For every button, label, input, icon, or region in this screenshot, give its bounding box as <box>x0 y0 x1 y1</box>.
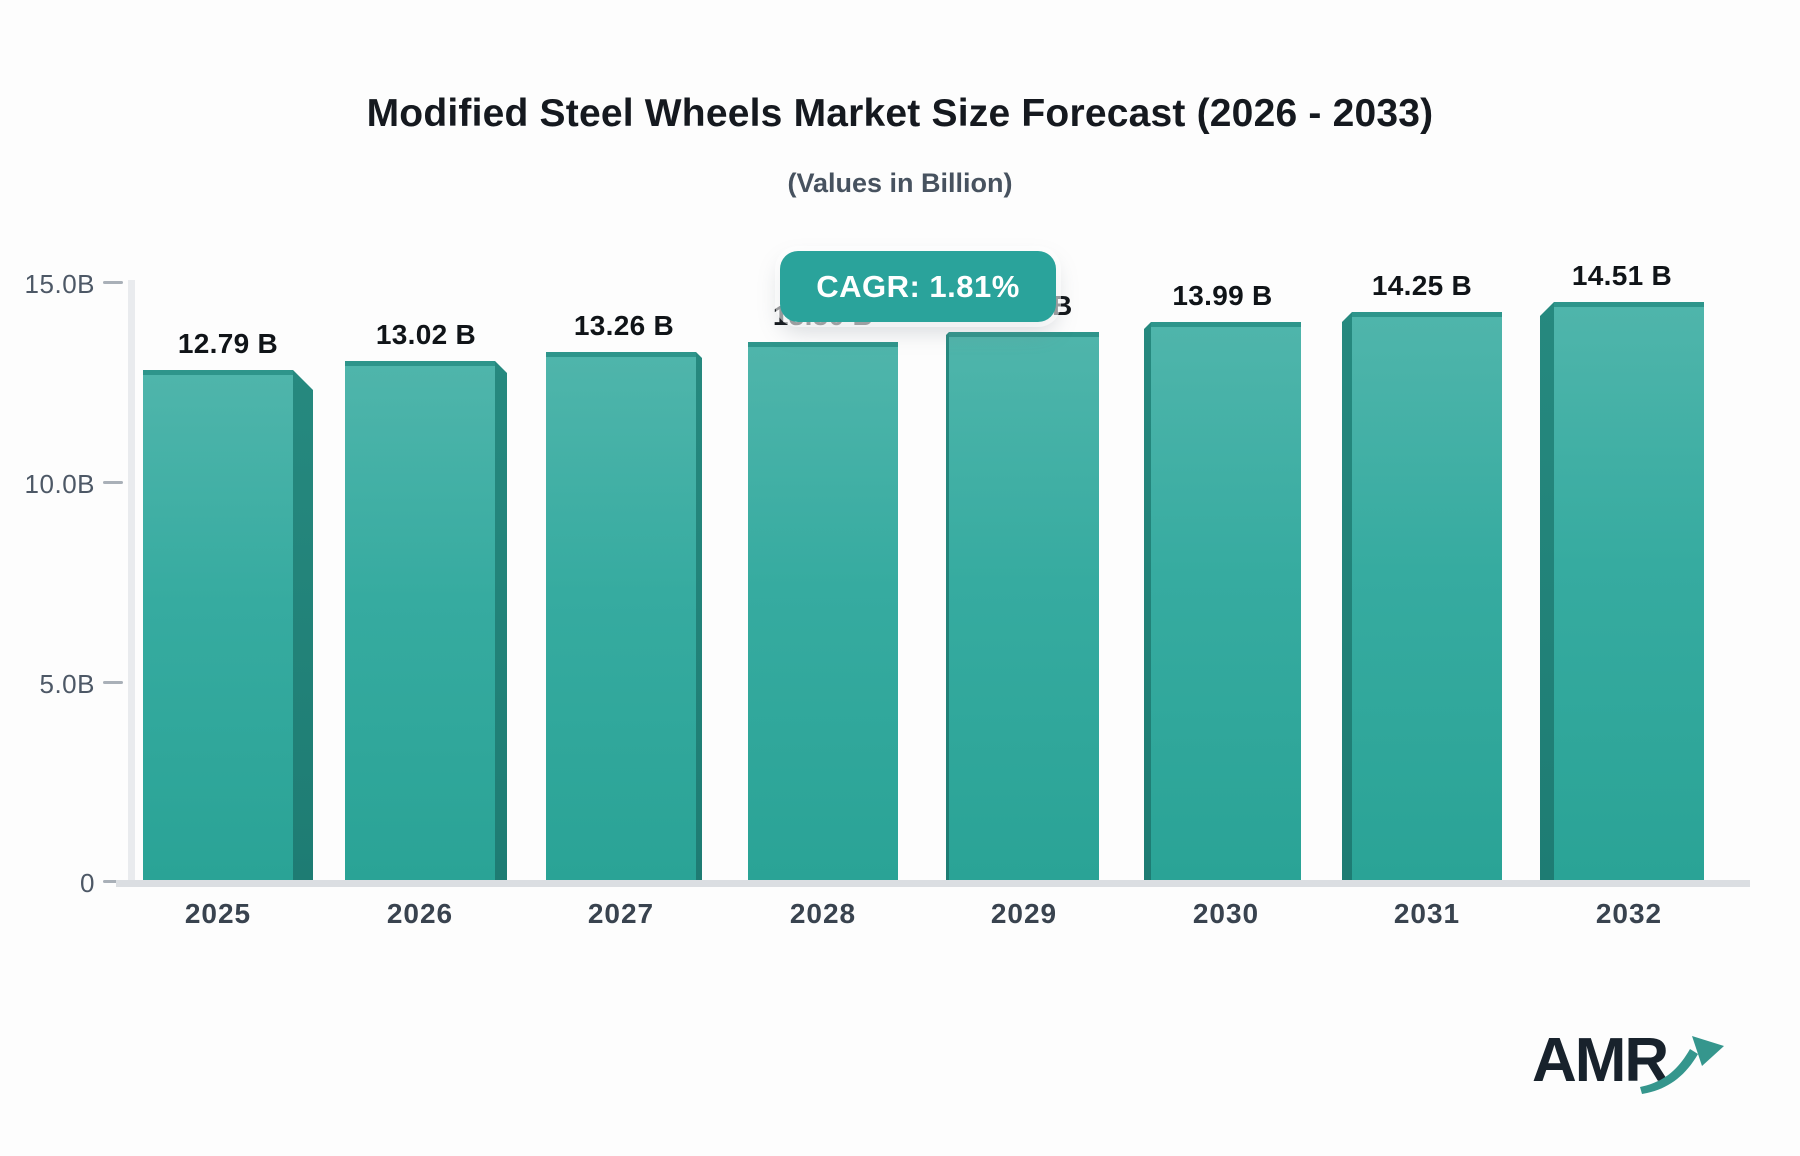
bar-side-face <box>1540 302 1554 882</box>
y-tick-dash <box>103 481 123 484</box>
x-label-2026: 2026 <box>386 898 454 929</box>
bar-value-label: 13.99 B <box>1172 280 1273 311</box>
y-tick-label-15b: 15.0B <box>24 269 95 299</box>
y-tick-dash <box>103 880 123 883</box>
brand-logo-text: AMR <box>1532 1026 1669 1095</box>
bar-side-face <box>946 332 949 882</box>
trend-arrow-icon <box>1640 1036 1724 1094</box>
y-tick-label-5b: 5.0B <box>39 669 95 699</box>
y-tick-label-10b: 10.0B <box>24 469 95 499</box>
bar-side-face <box>1342 312 1352 882</box>
x-label-2031: 2031 <box>1393 898 1461 929</box>
chart-subtitle: (Values in Billion) <box>787 168 1013 198</box>
cagr-badge: CAGR: 1.81% <box>780 251 1056 322</box>
x-label-2029: 2029 <box>990 898 1058 929</box>
bar-2032: 14.51 B <box>1540 242 1704 882</box>
bar-2030: 13.99 B <box>1144 262 1301 882</box>
y-tick-dash <box>103 281 123 284</box>
x-axis-line <box>116 880 1750 887</box>
chart-title: Modified Steel Wheels Market Size Foreca… <box>366 92 1434 135</box>
bar-side-face <box>1144 322 1151 882</box>
bar-2027: 13.26 B <box>546 292 702 882</box>
y-axis-line <box>128 280 135 884</box>
bar-front-face <box>1151 322 1301 882</box>
bar-value-label: 14.25 B <box>1371 270 1473 301</box>
bar-2029: 13.74 B <box>946 272 1099 882</box>
x-label-2025: 2025 <box>184 898 252 929</box>
brand-logo: AMR <box>1532 1026 1724 1110</box>
bar-side-face <box>696 352 702 882</box>
bar-value-label: 14.51 B <box>1571 260 1673 291</box>
x-label-2028: 2028 <box>789 898 857 929</box>
y-tick-dash <box>103 681 123 684</box>
bar-front-face <box>949 332 1099 882</box>
bar-side-face <box>293 370 313 882</box>
bar-front-face <box>1554 302 1704 882</box>
bar-value-label: 13.02 B <box>375 319 477 350</box>
bar-2031: 14.25 B <box>1342 252 1502 882</box>
x-label-2032: 2032 <box>1595 898 1663 929</box>
bar-front-face <box>1352 312 1502 882</box>
y-tick-label-0: 0 <box>80 868 95 898</box>
bar-2026: 13.02 B <box>345 301 507 882</box>
bar-2028: 13.50 B <box>748 282 898 882</box>
bar-front-face <box>748 342 898 882</box>
x-label-2030: 2030 <box>1192 898 1260 929</box>
bar-value-label: 12.79 B <box>177 328 279 359</box>
x-label-2027: 2027 <box>587 898 655 929</box>
bar-value-label: 13.26 B <box>573 310 675 341</box>
bar-front-face <box>143 370 293 882</box>
bar-front-face <box>345 361 495 882</box>
bar-2025: 12.79 B <box>143 310 313 882</box>
bar-front-face <box>546 352 696 882</box>
bar-side-face <box>495 361 507 882</box>
